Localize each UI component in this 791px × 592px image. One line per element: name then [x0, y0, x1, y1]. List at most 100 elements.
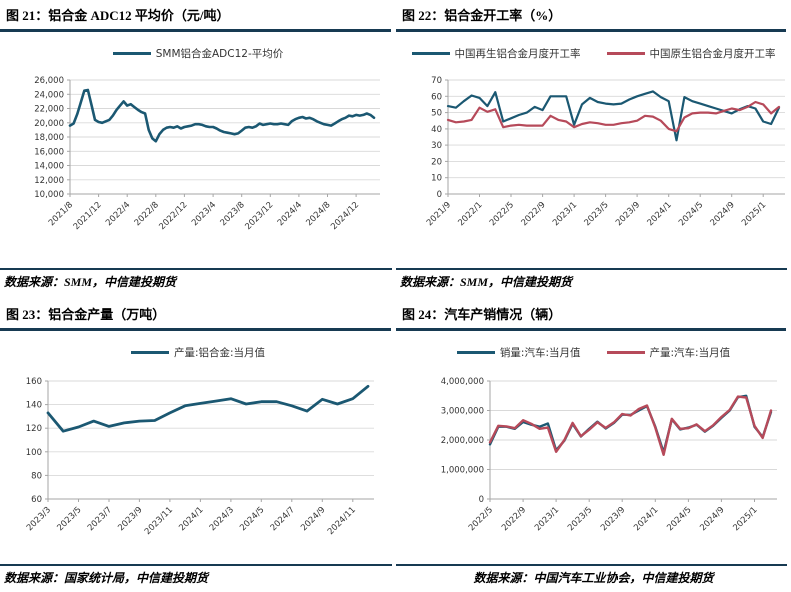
legend-label: 中国原生铝合金月度开工率	[649, 48, 776, 60]
figure-panel-21: 图 21：铝合金 ADC12 平均价（元/吨） SMM铝合金ADC12-平均价 …	[0, 0, 396, 296]
gridlines	[490, 380, 777, 499]
svg-text:2025/1: 2025/1	[731, 505, 759, 533]
source-note: 数据来源：国家统计局，中信建投期货	[4, 571, 209, 585]
legend-line-swatch	[606, 52, 645, 55]
svg-text:2023/8: 2023/8	[219, 200, 247, 228]
svg-text:2022/12: 2022/12	[157, 200, 189, 232]
svg-text:60: 60	[431, 92, 442, 102]
title-divider	[396, 29, 786, 32]
axes	[67, 79, 380, 197]
figure-title-22: 图 22：铝合金开工率（%）	[402, 8, 562, 23]
source-note: 数据来源：SMM，中信建投期货	[400, 275, 573, 289]
y-axis-labels: 26,000 24,000 22,000 20,000 18,000 16,000 14,0…	[34, 76, 64, 200]
svg-text:2021/12: 2021/12	[72, 200, 104, 232]
figure-title-23: 图 23：铝合金产量（万吨）	[6, 307, 166, 322]
legend-line-swatch	[411, 52, 450, 55]
legend-item: 中国原生铝合金月度开工率	[606, 46, 776, 61]
svg-text:2022/8: 2022/8	[133, 200, 161, 228]
series-line-1	[68, 88, 376, 143]
svg-text:2024/1: 2024/1	[646, 200, 674, 228]
title-divider	[0, 29, 391, 32]
series-line-2	[446, 100, 781, 132]
svg-text:4,000,000: 4,000,000	[441, 377, 484, 387]
svg-text:2023/3: 2023/3	[25, 505, 53, 533]
svg-text:2023/1: 2023/1	[551, 200, 579, 228]
svg-text:3,000,000: 3,000,000	[441, 406, 484, 416]
svg-text:2024/3: 2024/3	[208, 505, 236, 533]
svg-text:2022/5: 2022/5	[467, 505, 495, 533]
svg-text:30: 30	[431, 141, 442, 151]
source-divider	[0, 564, 392, 566]
svg-text:80: 80	[31, 471, 42, 481]
gridlines	[448, 79, 785, 194]
svg-text:12,000: 12,000	[34, 175, 64, 185]
legend-line-swatch	[130, 351, 169, 354]
series-line-2	[488, 394, 773, 456]
axes	[445, 79, 785, 197]
svg-text:40: 40	[431, 124, 442, 134]
legend-label: 产量:汽车:当月值	[649, 347, 731, 359]
legend-label: 销量:汽车:当月值	[499, 347, 581, 359]
svg-text:20: 20	[431, 157, 442, 167]
svg-text:50: 50	[431, 108, 442, 118]
svg-text:2021/8: 2021/8	[47, 200, 75, 228]
svg-text:22,000: 22,000	[34, 104, 64, 114]
figure-panel-24: 图 24：汽车产销情况（辆） 销量:汽车:当月值 产量:汽车:当月值 4,000,…	[396, 296, 791, 592]
title-divider	[0, 328, 391, 331]
svg-text:2023/5: 2023/5	[55, 505, 83, 533]
source-divider	[396, 564, 787, 566]
svg-text:2023/5: 2023/5	[583, 200, 611, 228]
gridlines	[48, 380, 374, 499]
svg-text:2025/1: 2025/1	[740, 200, 768, 228]
svg-text:2024/1: 2024/1	[177, 505, 205, 533]
svg-text:2023/7: 2023/7	[86, 505, 114, 533]
svg-text:18,000: 18,000	[34, 133, 64, 143]
legend-label: 中国再生铝合金月度开工率	[454, 48, 581, 60]
legend-item: 销量:汽车:当月值	[456, 345, 581, 360]
svg-text:1,000,000: 1,000,000	[441, 465, 484, 475]
svg-text:2024/12: 2024/12	[329, 200, 361, 232]
svg-text:60: 60	[31, 495, 42, 505]
svg-text:2024/8: 2024/8	[304, 200, 332, 228]
title-divider	[396, 328, 786, 331]
svg-text:70: 70	[431, 76, 442, 86]
x-axis-labels: 2022/5 2022/9 2023/1 2023/5 2023/9 2024/1 2024…	[467, 505, 760, 533]
svg-text:2023/4: 2023/4	[190, 200, 218, 228]
svg-text:14,000: 14,000	[34, 161, 64, 171]
figure-title-21: 图 21：铝合金 ADC12 平均价（元/吨）	[6, 8, 230, 23]
svg-text:2023/9: 2023/9	[614, 200, 642, 228]
y-axis-labels: 70 60 50 40 30 20 10 0	[431, 76, 442, 200]
line-chart-adc12-price: 26,000 24,000 22,000 20,000 18,000 16,000 14,0…	[34, 76, 380, 232]
figure-panel-22: 图 22：铝合金开工率（%） 中国再生铝合金月度开工率 中国原生铝合金月度开工率 …	[396, 0, 791, 296]
legend-label: 产量:铝合金:当月值	[173, 347, 266, 359]
legend-line-swatch	[606, 351, 645, 354]
legend-line-swatch	[456, 351, 495, 354]
source-note: 数据来源：中国汽车工业协会，中信建投期货	[473, 571, 714, 585]
svg-text:2022/9: 2022/9	[520, 200, 548, 228]
figure-panel-23: 图 23：铝合金产量（万吨） 产量:铝合金:当月值 160 140 120 100 80…	[0, 296, 396, 592]
series-line-1	[46, 384, 370, 433]
svg-text:24,000: 24,000	[34, 90, 64, 100]
svg-text:2023/12: 2023/12	[243, 200, 275, 232]
svg-text:160: 160	[26, 377, 42, 387]
svg-text:2024/9: 2024/9	[299, 505, 327, 533]
svg-text:2,000,000: 2,000,000	[441, 436, 484, 446]
svg-text:2021/9: 2021/9	[425, 200, 453, 228]
svg-text:2024/5: 2024/5	[238, 505, 266, 533]
gridlines	[70, 79, 380, 194]
svg-text:2024/7: 2024/7	[269, 505, 297, 533]
svg-text:2024/9: 2024/9	[698, 505, 726, 533]
svg-text:120: 120	[26, 424, 42, 434]
svg-text:2024/4: 2024/4	[276, 200, 304, 228]
chart-legend: 销量:汽车:当月值 产量:汽车:当月值	[396, 345, 791, 361]
svg-text:2023/11: 2023/11	[143, 505, 175, 537]
legend-label: SMM铝合金ADC12-平均价	[155, 48, 284, 60]
source-divider	[0, 268, 392, 270]
svg-text:2024/11: 2024/11	[326, 505, 358, 537]
chart-legend: 产量:铝合金:当月值	[0, 345, 396, 361]
svg-text:2022/4: 2022/4	[104, 200, 132, 228]
